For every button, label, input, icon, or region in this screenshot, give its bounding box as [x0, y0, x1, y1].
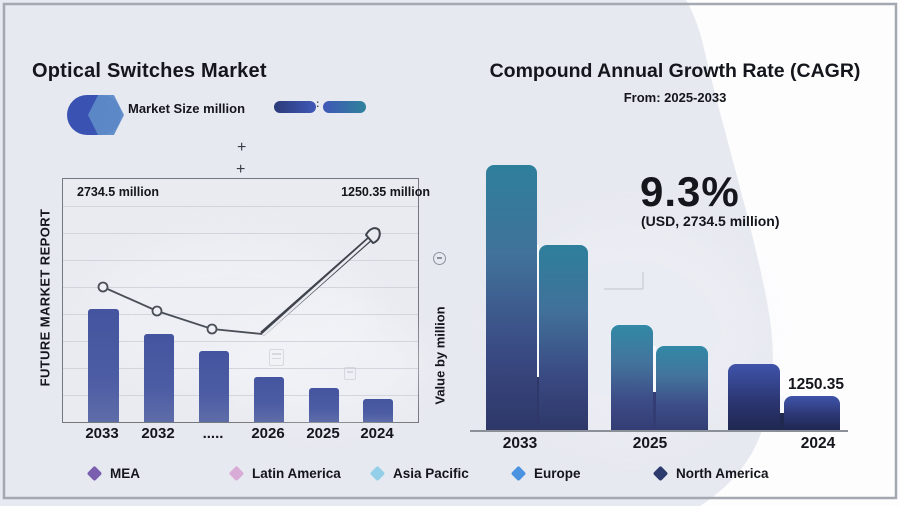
- left-chart-panel: 2734.5 million 1250.35 million: [62, 178, 430, 423]
- x-label-2026: 2026: [251, 425, 285, 442]
- cagr-value: 9.3%: [640, 168, 740, 215]
- gridline: [63, 341, 418, 342]
- legend-label: Asia Pacific: [393, 466, 469, 481]
- gradient-pill-icon-left: [274, 101, 316, 113]
- trendline-arrow: [97, 227, 381, 337]
- gridline: [63, 395, 418, 396]
- white-curve-region: [686, 0, 900, 506]
- legend-label: MEA: [110, 466, 140, 481]
- x-label-.....: .....: [202, 425, 224, 442]
- plus-mark-icon: +: [237, 139, 247, 156]
- future-market-report-label: FUTURE MARKET REPORT: [37, 208, 53, 387]
- data-point-marker: [151, 305, 163, 317]
- bar-gap: [653, 346, 656, 392]
- gridline: [63, 260, 418, 261]
- bar-gap-merge: [653, 392, 656, 431]
- gridline: [63, 287, 418, 288]
- value-axis-label: Value by million: [432, 306, 448, 405]
- legend-label: Latin America: [252, 466, 341, 481]
- bar-2024-primary: [728, 364, 780, 431]
- data-point-marker: [206, 323, 218, 335]
- x-label-right-2033: 2033: [502, 435, 538, 452]
- legend-diamond-icon: [86, 465, 103, 482]
- bar-gap: [780, 396, 784, 413]
- gridline: [63, 314, 418, 315]
- value-label-left: 2734.5 million: [77, 185, 159, 199]
- gridline: [63, 206, 418, 207]
- legend-diamond-icon: [652, 465, 669, 482]
- legend-label: Europe: [534, 466, 581, 481]
- gridline: [63, 233, 418, 234]
- bar-2033-secondary: [539, 245, 588, 431]
- value-label-right: 1250.35 million: [341, 185, 430, 199]
- minus-circle-icon: [433, 252, 446, 265]
- right-chart-title: Compound Annual Growth Rate (CAGR): [489, 60, 861, 82]
- gridline: [63, 368, 418, 369]
- right-chart-baseline: [470, 430, 848, 432]
- x-label-2025: 2025: [306, 425, 340, 442]
- bar-2033-primary: [486, 165, 537, 431]
- legend-label: North America: [676, 466, 769, 481]
- legend-item-latin-america: Latin America: [228, 465, 341, 482]
- pill-separator: :: [316, 99, 320, 110]
- plus-mark-icon: +: [236, 161, 246, 178]
- x-label-2032: 2032: [141, 425, 175, 442]
- gradient-pill-icon-right: [323, 101, 366, 113]
- x-label-2033: 2033: [85, 425, 119, 442]
- legend-diamond-icon: [228, 465, 245, 482]
- bar-2025-secondary: [656, 346, 708, 431]
- frame-border: [2, 2, 898, 500]
- legend-item-asia-pacific: Asia Pacific: [369, 465, 469, 482]
- bar-2024-secondary: [784, 396, 840, 431]
- cagr-note: (USD, 2734.5 million): [641, 213, 780, 229]
- bar-gap-merge: [537, 377, 539, 431]
- corner-bracket: [604, 272, 644, 290]
- x-label-right-2024: 2024: [800, 435, 836, 452]
- x-label-right-2025: 2025: [632, 435, 668, 452]
- bar-2025-primary: [611, 325, 653, 431]
- legend-diamond-icon: [369, 465, 386, 482]
- bar-gap-merge: [780, 413, 784, 431]
- annotation-1250: 1250.35: [788, 376, 845, 393]
- legend-item-europe: Europe: [510, 465, 581, 482]
- x-label-2024: 2024: [360, 425, 394, 442]
- data-point-marker: [97, 281, 109, 293]
- bar-group-2033: [486, 165, 588, 431]
- right-chart-subtitle: From: 2025-2033: [623, 90, 727, 105]
- left-chart-title: Optical Switches Market: [32, 60, 267, 82]
- bar-group-2024: [728, 364, 840, 431]
- legend-diamond-icon: [510, 465, 527, 482]
- bar-gap: [537, 245, 539, 377]
- legend-item-mea: MEA: [86, 465, 140, 482]
- bar-group-2025: [611, 325, 708, 431]
- legend-item-north-america: North America: [652, 465, 769, 482]
- market-size-label: Market Size million: [128, 101, 246, 116]
